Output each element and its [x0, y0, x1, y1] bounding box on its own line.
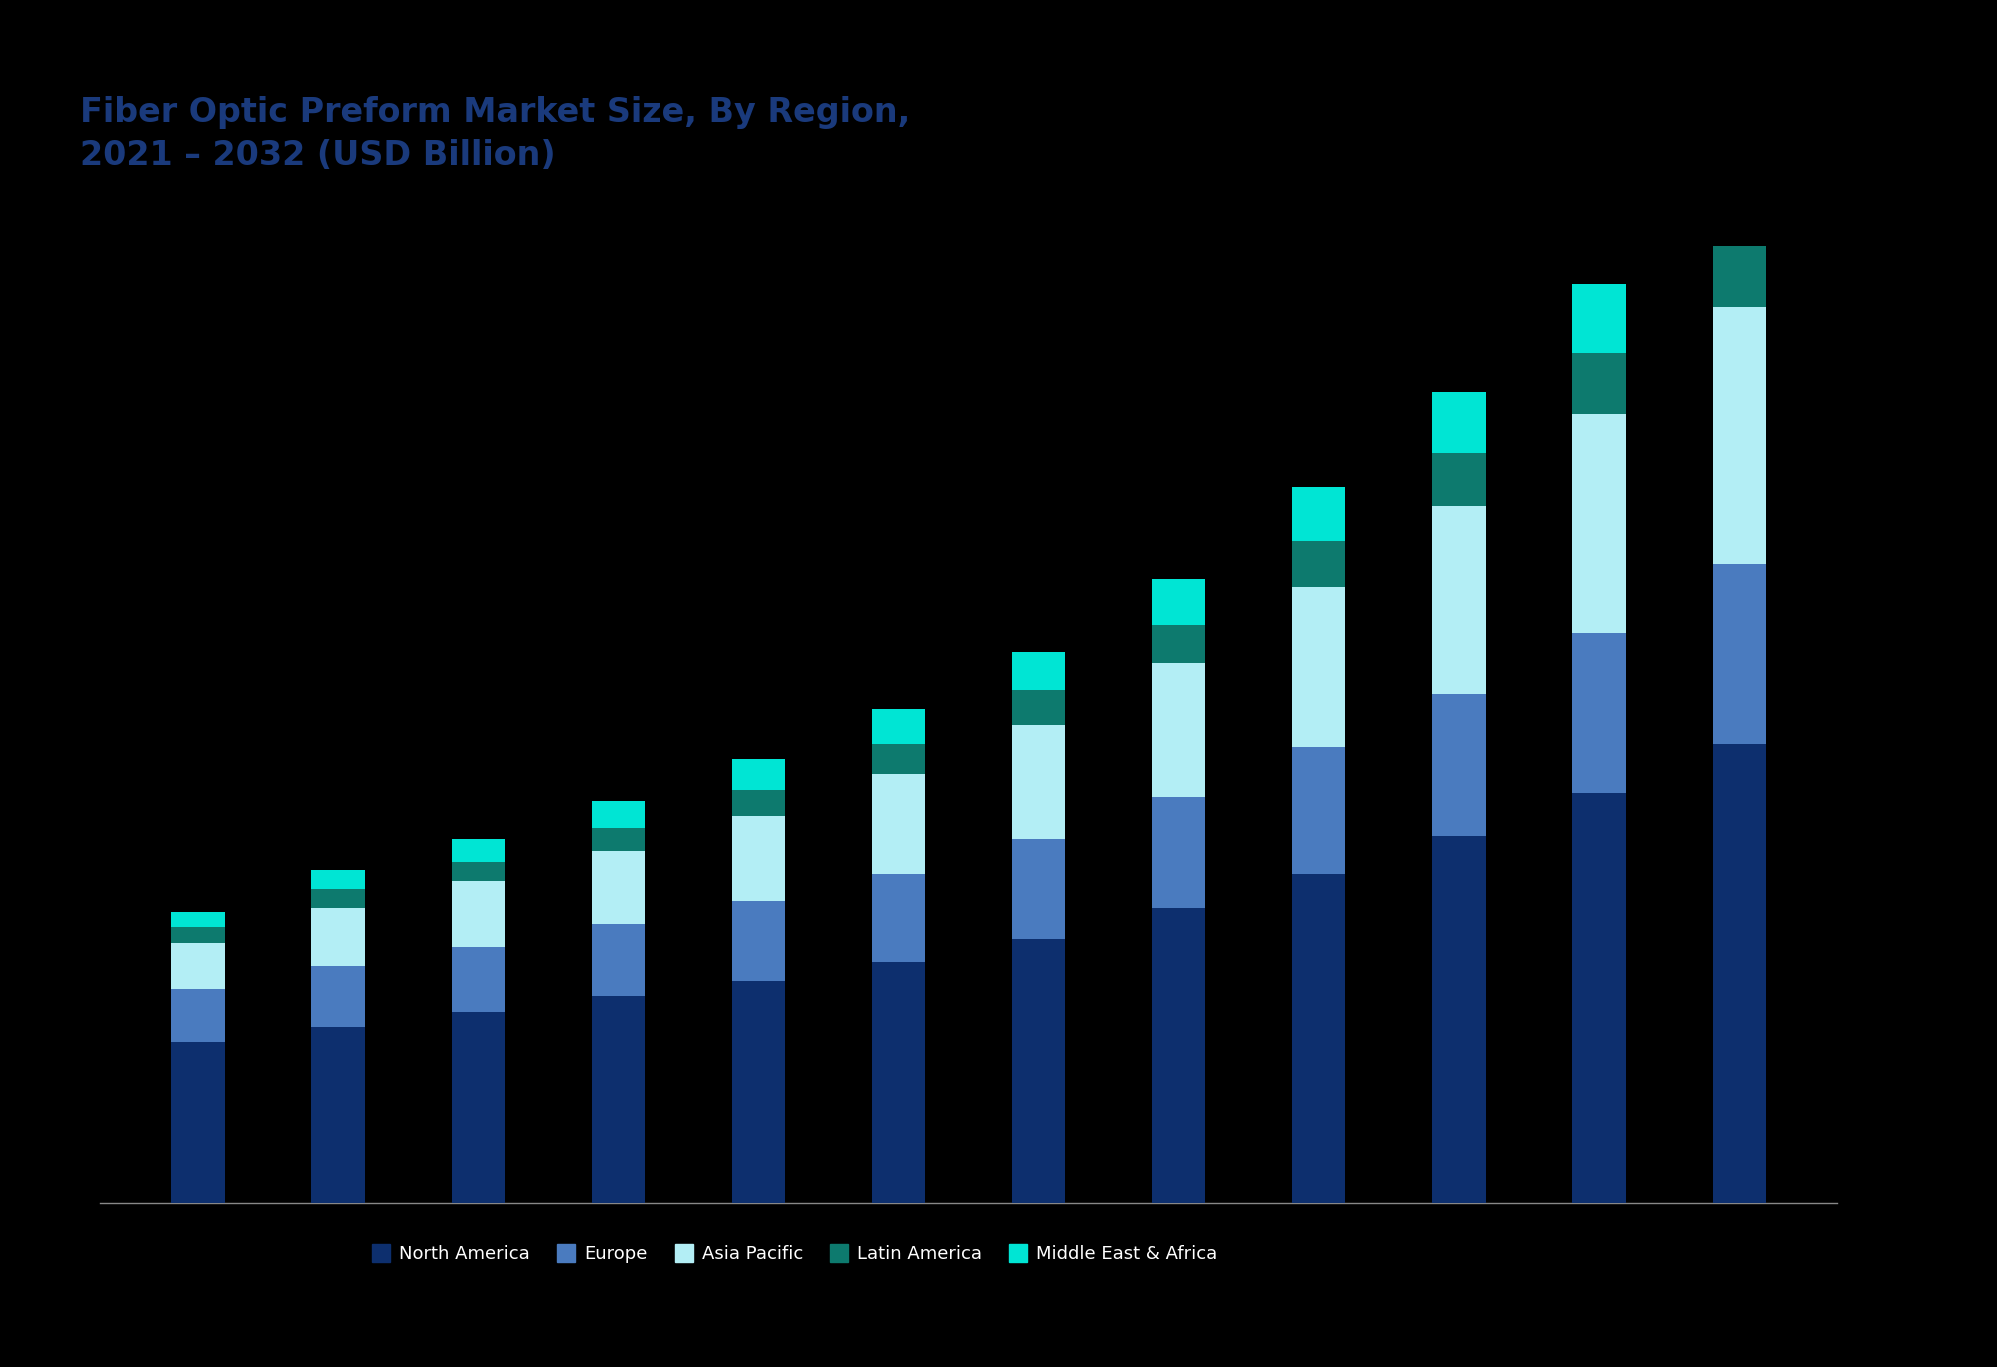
Bar	[731, 982, 785, 1203]
Bar	[731, 759, 785, 790]
Bar	[1572, 633, 1626, 793]
Bar	[451, 863, 505, 882]
Bar	[1572, 793, 1626, 1203]
Bar	[312, 869, 365, 889]
Bar	[591, 997, 645, 1203]
Bar	[1713, 744, 1765, 1203]
Bar	[172, 943, 224, 988]
Bar	[172, 912, 224, 927]
Bar	[312, 889, 365, 908]
Bar	[1432, 452, 1486, 506]
Bar	[1572, 353, 1626, 414]
Bar	[1012, 939, 1064, 1203]
Bar	[312, 965, 365, 1027]
Bar	[1012, 839, 1064, 939]
Bar	[591, 828, 645, 850]
Bar	[1292, 748, 1346, 874]
Bar	[1292, 541, 1346, 586]
Bar	[1713, 563, 1765, 744]
Bar	[1292, 586, 1346, 748]
Text: Fiber Optic Preform Market Size, By Region,
2021 – 2032 (USD Billion): Fiber Optic Preform Market Size, By Regi…	[80, 96, 911, 172]
Bar	[731, 816, 785, 901]
Bar	[591, 801, 645, 828]
Bar	[873, 874, 925, 962]
Bar	[1572, 284, 1626, 353]
Bar	[873, 709, 925, 744]
Bar	[873, 744, 925, 774]
Bar	[1012, 725, 1064, 839]
Bar	[172, 988, 224, 1042]
Bar	[591, 850, 645, 924]
Bar	[1292, 487, 1346, 541]
Legend: North America, Europe, Asia Pacific, Latin America, Middle East & Africa: North America, Europe, Asia Pacific, Lat…	[365, 1237, 1224, 1270]
Bar	[873, 774, 925, 874]
Bar	[731, 790, 785, 816]
Bar	[1432, 391, 1486, 452]
Bar	[451, 882, 505, 946]
Bar	[1572, 414, 1626, 633]
Bar	[312, 1027, 365, 1203]
Bar	[1152, 625, 1206, 663]
Bar	[873, 962, 925, 1203]
Bar	[1152, 580, 1206, 625]
Bar	[1152, 797, 1206, 908]
Bar	[591, 924, 645, 997]
Bar	[1012, 652, 1064, 690]
Bar	[1432, 694, 1486, 835]
Bar	[731, 901, 785, 982]
Bar	[1713, 159, 1765, 238]
Bar	[451, 1012, 505, 1203]
Bar	[1292, 874, 1346, 1203]
Bar	[1012, 690, 1064, 725]
Bar	[312, 908, 365, 965]
Bar	[1713, 308, 1765, 563]
Bar	[172, 1042, 224, 1203]
Bar	[1152, 908, 1206, 1203]
Bar	[451, 946, 505, 1012]
Bar	[172, 927, 224, 943]
Bar	[451, 839, 505, 863]
Bar	[1432, 506, 1486, 694]
Bar	[1152, 663, 1206, 797]
Bar	[1432, 835, 1486, 1203]
Bar	[1713, 238, 1765, 308]
